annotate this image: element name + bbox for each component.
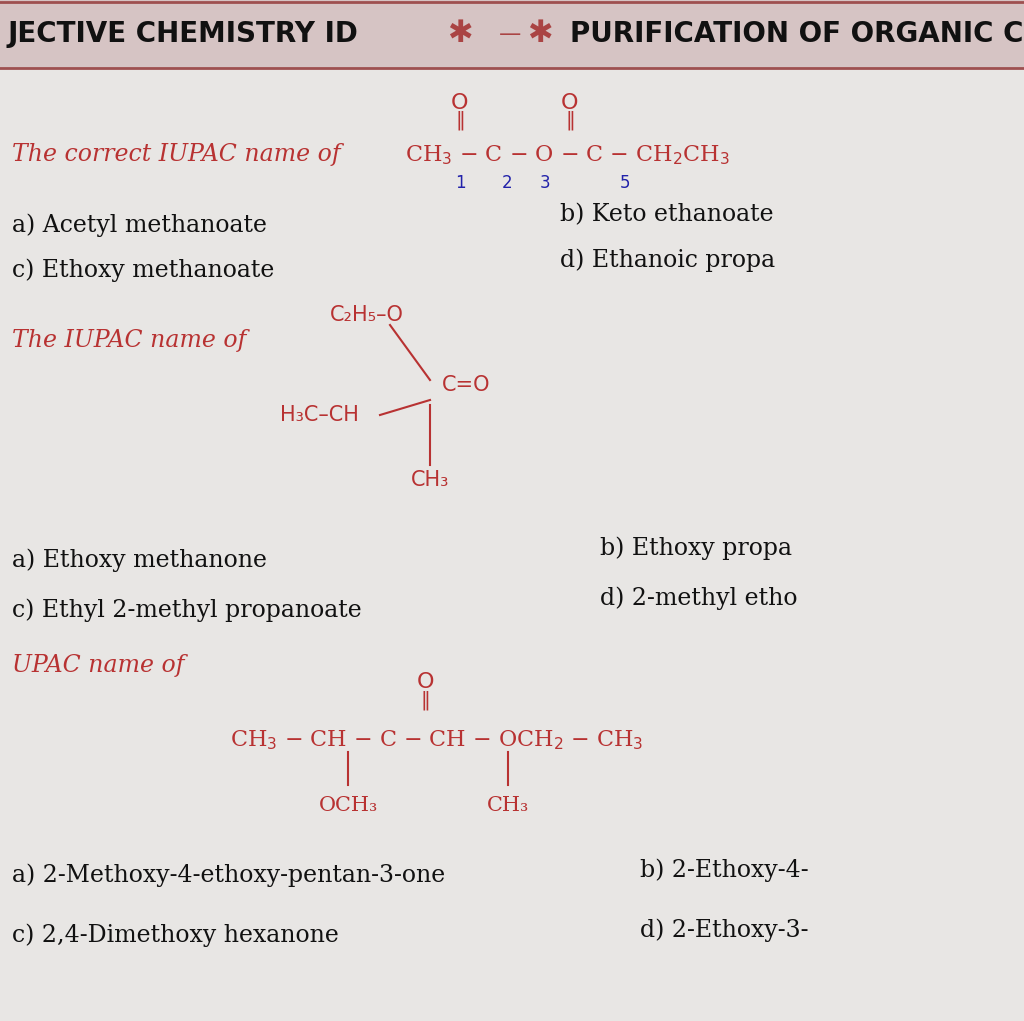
Text: 3: 3 — [540, 174, 550, 192]
Text: a) Acetyl methanoate: a) Acetyl methanoate — [12, 213, 267, 237]
Text: C₂H₅–O: C₂H₅–O — [330, 305, 403, 325]
Text: b) Ethoxy propa: b) Ethoxy propa — [600, 536, 792, 560]
Text: 5: 5 — [620, 174, 630, 192]
Text: O: O — [452, 93, 469, 113]
Text: a) Ethoxy methanone: a) Ethoxy methanone — [12, 548, 267, 572]
Text: CH$_3$ $-$ C $-$ O $-$ C $-$ CH$_2$CH$_3$: CH$_3$ $-$ C $-$ O $-$ C $-$ CH$_2$CH$_3… — [406, 143, 730, 166]
Text: O: O — [416, 672, 434, 692]
Text: ‖: ‖ — [420, 690, 430, 710]
Text: CH$_3$ $-$ CH $-$ C $-$ CH $-$ OCH$_2$ $-$ CH$_3$: CH$_3$ $-$ CH $-$ C $-$ CH $-$ OCH$_2$ $… — [230, 728, 643, 751]
Text: The correct IUPAC name of: The correct IUPAC name of — [12, 144, 341, 166]
Text: JECTIVE CHEMISTRY ID: JECTIVE CHEMISTRY ID — [8, 20, 358, 48]
Text: H₃C–CH: H₃C–CH — [280, 405, 358, 425]
Text: d) Ethanoic propa: d) Ethanoic propa — [560, 248, 775, 272]
Text: C=O: C=O — [442, 375, 490, 395]
Text: ‖: ‖ — [565, 110, 574, 130]
Text: c) Ethyl 2-methyl propanoate: c) Ethyl 2-methyl propanoate — [12, 598, 361, 622]
Text: ‖: ‖ — [455, 110, 465, 130]
Text: ✱: ✱ — [527, 19, 553, 49]
Text: The IUPAC name of: The IUPAC name of — [12, 329, 247, 351]
Text: d) 2-methyl etho: d) 2-methyl etho — [600, 586, 798, 610]
Text: OCH₃: OCH₃ — [318, 795, 378, 815]
Text: a) 2-Methoxy-4-ethoxy-pentan-3-one: a) 2-Methoxy-4-ethoxy-pentan-3-one — [12, 863, 445, 887]
Text: b) Keto ethanoate: b) Keto ethanoate — [560, 203, 773, 227]
Bar — [0, 0, 1024, 68]
Text: UPAC name of: UPAC name of — [12, 653, 184, 677]
Text: c) Ethoxy methanoate: c) Ethoxy methanoate — [12, 258, 274, 282]
Text: ✱: ✱ — [447, 19, 473, 49]
Text: 1: 1 — [455, 174, 465, 192]
Text: d) 2-Ethoxy-3-: d) 2-Ethoxy-3- — [640, 918, 809, 941]
Text: O: O — [561, 93, 579, 113]
Text: PURIFICATION OF ORGANIC COMPOI: PURIFICATION OF ORGANIC COMPOI — [570, 20, 1024, 48]
Text: 2: 2 — [502, 174, 512, 192]
Text: CH₃: CH₃ — [486, 795, 529, 815]
Text: b) 2-Ethoxy-4-: b) 2-Ethoxy-4- — [640, 859, 809, 882]
Text: c) 2,4-Dimethoxy hexanone: c) 2,4-Dimethoxy hexanone — [12, 923, 339, 946]
Text: —: — — [499, 25, 521, 44]
Text: CH₃: CH₃ — [411, 470, 450, 490]
